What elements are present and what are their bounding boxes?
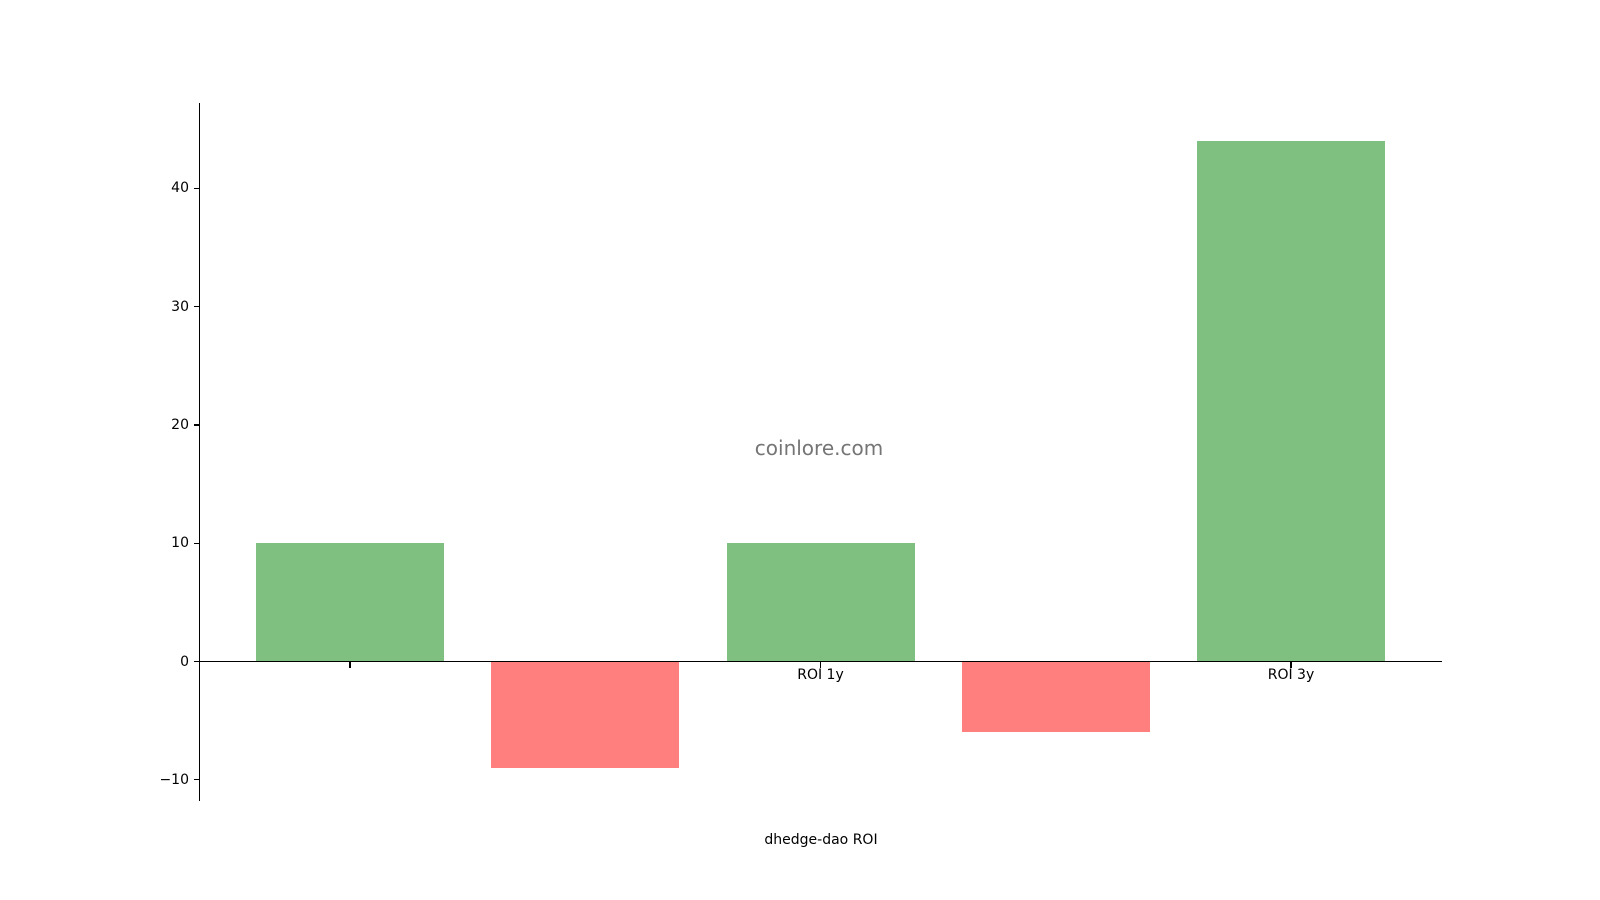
bar-4 [961,661,1150,733]
y-tick-label: 30 [171,298,189,315]
y-tick-label: 20 [171,416,189,433]
bar-1 [256,543,444,662]
x-axis-title: dhedge-dao ROI [764,832,878,848]
x-tick-mark [349,661,351,668]
x-tick-mark [1290,661,1292,668]
y-tick-mark [194,779,200,781]
y-tick-label: 10 [171,535,189,552]
y-tick-label: −10 [159,771,189,788]
bar-3 [726,543,915,662]
y-tick-mark [194,424,200,426]
x-tick-label: ROI 3y [1267,666,1315,683]
y-tick-mark [194,660,200,663]
y-tick-label: 0 [180,653,189,670]
y-tick-mark [194,305,200,308]
x-tick-label: ROI 1y [797,666,844,683]
y-tick-mark [194,542,200,544]
watermark: coinlore.com [754,436,884,460]
x-axis-zero-line [200,660,1442,663]
x-tick-mark [819,661,822,668]
y-axis-line [198,103,200,801]
bar-5 [1197,140,1385,662]
y-tick-label: 40 [171,180,189,197]
y-tick-mark [194,187,200,189]
bar-2 [491,661,680,768]
